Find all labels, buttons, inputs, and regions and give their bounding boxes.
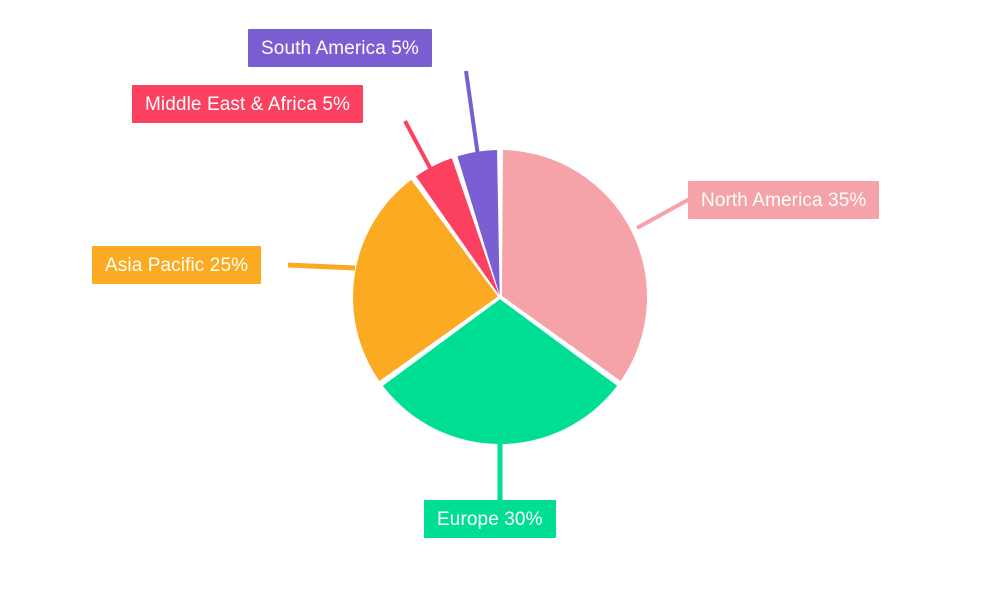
pie-label-europe-text: Europe 30% (437, 508, 543, 530)
pie-label-middle-east-africa-text: Middle East & Africa 5% (145, 93, 351, 115)
leader-line-south-america (464, 70, 480, 157)
pie-slice-europe[interactable] (382, 299, 618, 444)
pie-label-south-america[interactable]: South America 5% (248, 29, 432, 67)
pie-slice-asia-pacific[interactable] (352, 179, 498, 381)
pie-slice-south-america[interactable] (457, 150, 500, 295)
pie-label-asia-pacific-text: Asia Pacific 25% (105, 254, 249, 276)
pie-label-europe[interactable]: Europe 30% (424, 500, 556, 538)
leader-line-asia-pacific (287, 262, 356, 271)
pie-label-north-america-text: North America 35% (701, 189, 867, 211)
pie-slice-middle-east-africa[interactable] (416, 158, 499, 296)
leader-line-north-america (636, 194, 696, 230)
pie-label-middle-east-africa[interactable]: Middle East & Africa 5% (132, 85, 364, 123)
pie-label-north-america[interactable]: North America 35% (688, 181, 880, 219)
pie-slices (352, 150, 648, 444)
pie-label-asia-pacific[interactable]: Asia Pacific 25% (92, 246, 262, 284)
pie-label-south-america-text: South America 5% (261, 37, 419, 59)
pie-slice-north-america[interactable] (501, 150, 648, 381)
